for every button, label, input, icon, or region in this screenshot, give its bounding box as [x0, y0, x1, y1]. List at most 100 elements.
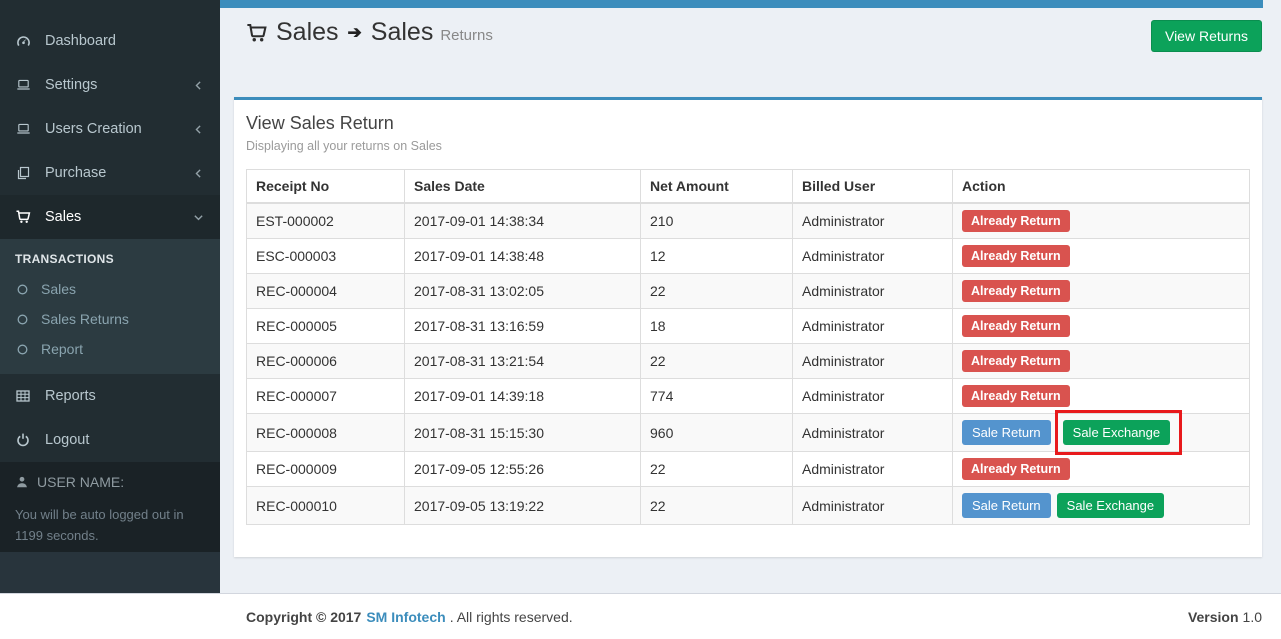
- panel-title: View Sales Return: [246, 113, 394, 133]
- laptop-icon: [15, 121, 33, 137]
- sidebar-item-sales[interactable]: Sales: [0, 195, 220, 239]
- user-panel: USER NAME: You will be auto logged out i…: [0, 462, 220, 552]
- breadcrumb-sales-current: Sales: [370, 18, 434, 46]
- billed-user-cell: Administrator: [792, 486, 953, 525]
- billed-user-cell: Administrator: [792, 343, 953, 379]
- chevron-left-icon: [192, 79, 205, 92]
- net-amount-cell: 22: [640, 273, 793, 309]
- receipt-no-cell: REC-000007: [246, 378, 405, 414]
- sidebar-item-users-creation[interactable]: Users Creation: [0, 107, 220, 151]
- action-cell: Already Return: [952, 343, 1250, 379]
- laptop-icon: [15, 77, 33, 93]
- already-return-badge: Already Return: [962, 210, 1070, 232]
- action-cell: Already Return: [952, 451, 1250, 487]
- table-header-row: Receipt No Sales Date Net Amount Billed Use…: [246, 169, 1250, 204]
- action-cell: Sale Return Sale Exchange: [952, 410, 1250, 455]
- action-cell: Already Return: [952, 238, 1250, 274]
- sidebar-submenu: TRANSACTIONS Sales Sales Returns Report: [0, 239, 220, 374]
- circle-icon: [15, 342, 30, 357]
- column-header-net-amount: Net Amount: [640, 169, 793, 204]
- table-row: REC-000004 2017-08-31 13:02:05 22 Administr…: [246, 273, 1250, 309]
- net-amount-cell: 960: [640, 413, 793, 452]
- sales-date-cell: 2017-08-31 13:02:05: [404, 273, 641, 309]
- auto-logout-note: You will be auto logged out in 1199 seco…: [15, 507, 184, 544]
- receipt-no-cell: ESC-000003: [246, 238, 405, 274]
- sidebar-item-sales[interactable]: Sales: [0, 274, 220, 304]
- table-row: EST-000002 2017-09-01 14:38:34 210 Administ…: [246, 202, 1250, 239]
- circle-icon: [15, 282, 30, 297]
- sidebar-item-logout[interactable]: Logout: [0, 418, 220, 462]
- action-cell: Already Return: [952, 202, 1250, 239]
- view-returns-button[interactable]: View Returns: [1150, 20, 1262, 52]
- receipt-no-cell: EST-000002: [246, 202, 405, 239]
- sidebar-item-label: Sales Returns: [41, 311, 129, 327]
- sidebar: Dashboard Settings Users Creation Purchase S…: [0, 0, 220, 602]
- sidebar-item-label: Sales: [41, 281, 77, 297]
- table-row: REC-000009 2017-09-05 12:55:26 22 Administr…: [246, 451, 1250, 487]
- sales-date-cell: 2017-09-01 14:38:48: [404, 238, 641, 274]
- receipt-no-cell: REC-000008: [246, 413, 405, 452]
- table-row: REC-000005 2017-08-31 13:16:59 18 Administr…: [246, 308, 1250, 344]
- billed-user-cell: Administrator: [792, 238, 953, 274]
- copyright-text: Copyright © 2017: [246, 608, 362, 625]
- sale-exchange-button[interactable]: Sale Exchange: [1062, 420, 1171, 445]
- column-header-action: Action: [952, 169, 1250, 204]
- cart-icon: [246, 22, 268, 44]
- receipt-no-cell: REC-000005: [246, 308, 405, 344]
- action-cell: Already Return: [952, 378, 1250, 414]
- panel-subtitle: Displaying all your returns on Sales: [246, 139, 442, 153]
- sidebar-item-purchase[interactable]: Purchase: [0, 151, 220, 195]
- receipt-no-cell: REC-000009: [246, 451, 405, 487]
- footer: Copyright © 2017 SM Infotech. All rights …: [0, 593, 1281, 639]
- sales-date-cell: 2017-09-01 14:38:34: [404, 202, 641, 239]
- sales-date-cell: 2017-08-31 15:15:30: [404, 413, 641, 452]
- circle-icon: [15, 312, 30, 327]
- sidebar-bottom-menu: Reports Logout: [0, 374, 220, 462]
- sidebar-item-label: Sales: [45, 209, 82, 225]
- table-row: ESC-000003 2017-09-01 14:38:48 12 Administr…: [246, 238, 1250, 274]
- table-row: REC-000006 2017-08-31 13:21:54 22 Administr…: [246, 343, 1250, 379]
- sales-return-table: Receipt No Sales Date Net Amount Billed Use…: [246, 169, 1250, 525]
- user-name-label: USER NAME:: [37, 474, 125, 490]
- copy-icon: [15, 165, 33, 181]
- gauge-icon: [15, 33, 33, 49]
- highlight-annotation: Sale Exchange: [1054, 410, 1183, 455]
- sale-return-button[interactable]: Sale Return: [962, 493, 1051, 518]
- sidebar-item-reports[interactable]: Reports: [0, 374, 220, 418]
- already-return-badge: Already Return: [962, 458, 1070, 480]
- column-header-billed-user: Billed User: [792, 169, 953, 204]
- grid-icon: [15, 388, 33, 404]
- power-icon: [15, 432, 33, 448]
- billed-user-cell: Administrator: [792, 273, 953, 309]
- billed-user-cell: Administrator: [792, 378, 953, 414]
- version-text: Version 1.0: [1187, 608, 1262, 625]
- sales-date-cell: 2017-09-01 14:39:18: [404, 378, 641, 414]
- sales-date-cell: 2017-09-05 13:19:22: [404, 486, 641, 525]
- already-return-badge: Already Return: [962, 385, 1070, 407]
- sale-exchange-button[interactable]: Sale Exchange: [1056, 493, 1165, 518]
- cart-icon: [15, 209, 33, 225]
- receipt-no-cell: REC-000010: [246, 486, 405, 525]
- user-icon: [15, 475, 29, 489]
- sidebar-item-settings[interactable]: Settings: [0, 63, 220, 107]
- already-return-badge: Already Return: [962, 280, 1070, 302]
- company-link[interactable]: SM Infotech: [366, 608, 446, 625]
- sidebar-item-report[interactable]: Report: [0, 334, 220, 364]
- chevron-down-icon: [192, 211, 205, 224]
- sidebar-item-label: Purchase: [45, 165, 107, 181]
- already-return-badge: Already Return: [962, 315, 1070, 337]
- sidebar-item-dashboard[interactable]: Dashboard: [0, 19, 220, 63]
- already-return-badge: Already Return: [962, 350, 1070, 372]
- net-amount-cell: 22: [640, 343, 793, 379]
- sidebar-item-sales-returns[interactable]: Sales Returns: [0, 304, 220, 334]
- sidebar-item-label: Logout: [45, 432, 90, 448]
- sale-return-button[interactable]: Sale Return: [962, 420, 1051, 445]
- action-cell: Sale Return Sale Exchange: [952, 486, 1250, 525]
- sales-date-cell: 2017-09-05 12:55:26: [404, 451, 641, 487]
- already-return-badge: Already Return: [962, 245, 1070, 267]
- column-header-sales-date: Sales Date: [404, 169, 641, 204]
- table-row: REC-000010 2017-09-05 13:19:22 22 Administr…: [246, 486, 1250, 525]
- breadcrumb-sales[interactable]: Sales: [276, 18, 339, 46]
- sidebar-item-label: Settings: [45, 77, 98, 93]
- submenu-header: TRANSACTIONS: [15, 252, 114, 266]
